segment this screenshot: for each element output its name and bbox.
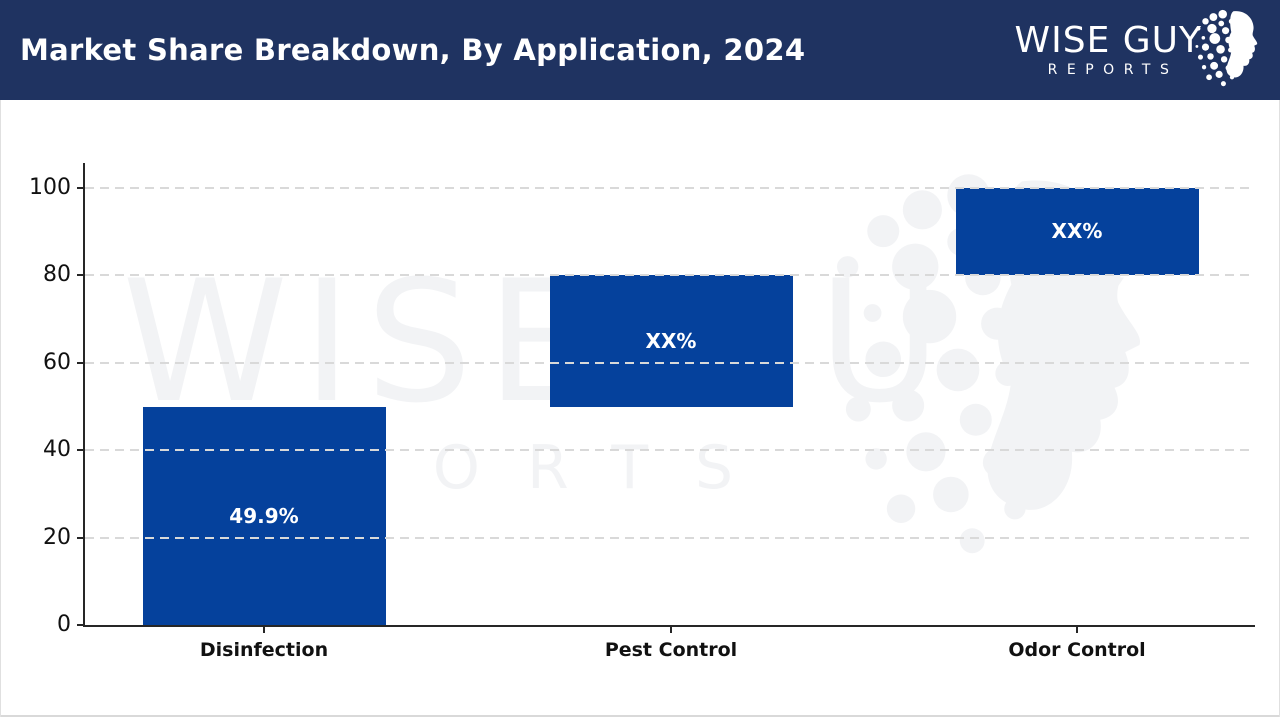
x-tick-label: Odor Control bbox=[1008, 639, 1146, 661]
y-tick-label: 20 bbox=[43, 524, 71, 550]
y-tick bbox=[77, 536, 85, 539]
x-tick bbox=[1076, 625, 1078, 633]
bar-label: XX% bbox=[1051, 219, 1103, 244]
bar bbox=[549, 275, 793, 407]
x-tick bbox=[263, 625, 265, 633]
page-border-left bbox=[0, 100, 1, 717]
y-tick-label: 60 bbox=[43, 349, 71, 375]
logo-wordmark: WISE GUY bbox=[1014, 20, 1202, 62]
brand-logo: WISE GUY REPORTS bbox=[1015, 6, 1267, 94]
gridline bbox=[85, 186, 1255, 189]
gridline bbox=[85, 536, 1255, 539]
gridline bbox=[85, 274, 1255, 276]
x-axis-line bbox=[83, 625, 1255, 627]
y-tick-label: 100 bbox=[29, 174, 71, 200]
header-bar: Market Share Breakdown, By Application, … bbox=[0, 0, 1280, 100]
page-border-bottom bbox=[0, 715, 1280, 717]
bar-label: XX% bbox=[645, 329, 697, 354]
gridline bbox=[85, 449, 1255, 451]
y-tick bbox=[77, 361, 85, 364]
y-tick bbox=[77, 624, 85, 626]
page-title: Market Share Breakdown, By Application, … bbox=[20, 33, 806, 67]
x-tick bbox=[670, 625, 672, 633]
y-tick bbox=[77, 449, 85, 451]
bar bbox=[955, 187, 1199, 276]
logo-subtext: REPORTS bbox=[1047, 61, 1179, 78]
y-axis-line bbox=[83, 163, 85, 627]
logo-head-icon bbox=[1195, 9, 1258, 87]
y-tick-label: 0 bbox=[57, 612, 71, 637]
bar-label: 49.9% bbox=[229, 503, 299, 528]
y-tick bbox=[77, 274, 85, 276]
y-tick-label: 80 bbox=[43, 262, 71, 287]
x-tick-label: Pest Control bbox=[604, 639, 738, 661]
gridline bbox=[85, 361, 1255, 364]
x-tick-label: Disinfection bbox=[199, 639, 329, 661]
logo-text: WISE GUY REPORTS bbox=[1015, 22, 1203, 78]
bar bbox=[142, 406, 386, 625]
y-tick bbox=[77, 186, 85, 189]
y-tick-label: 40 bbox=[43, 437, 71, 462]
